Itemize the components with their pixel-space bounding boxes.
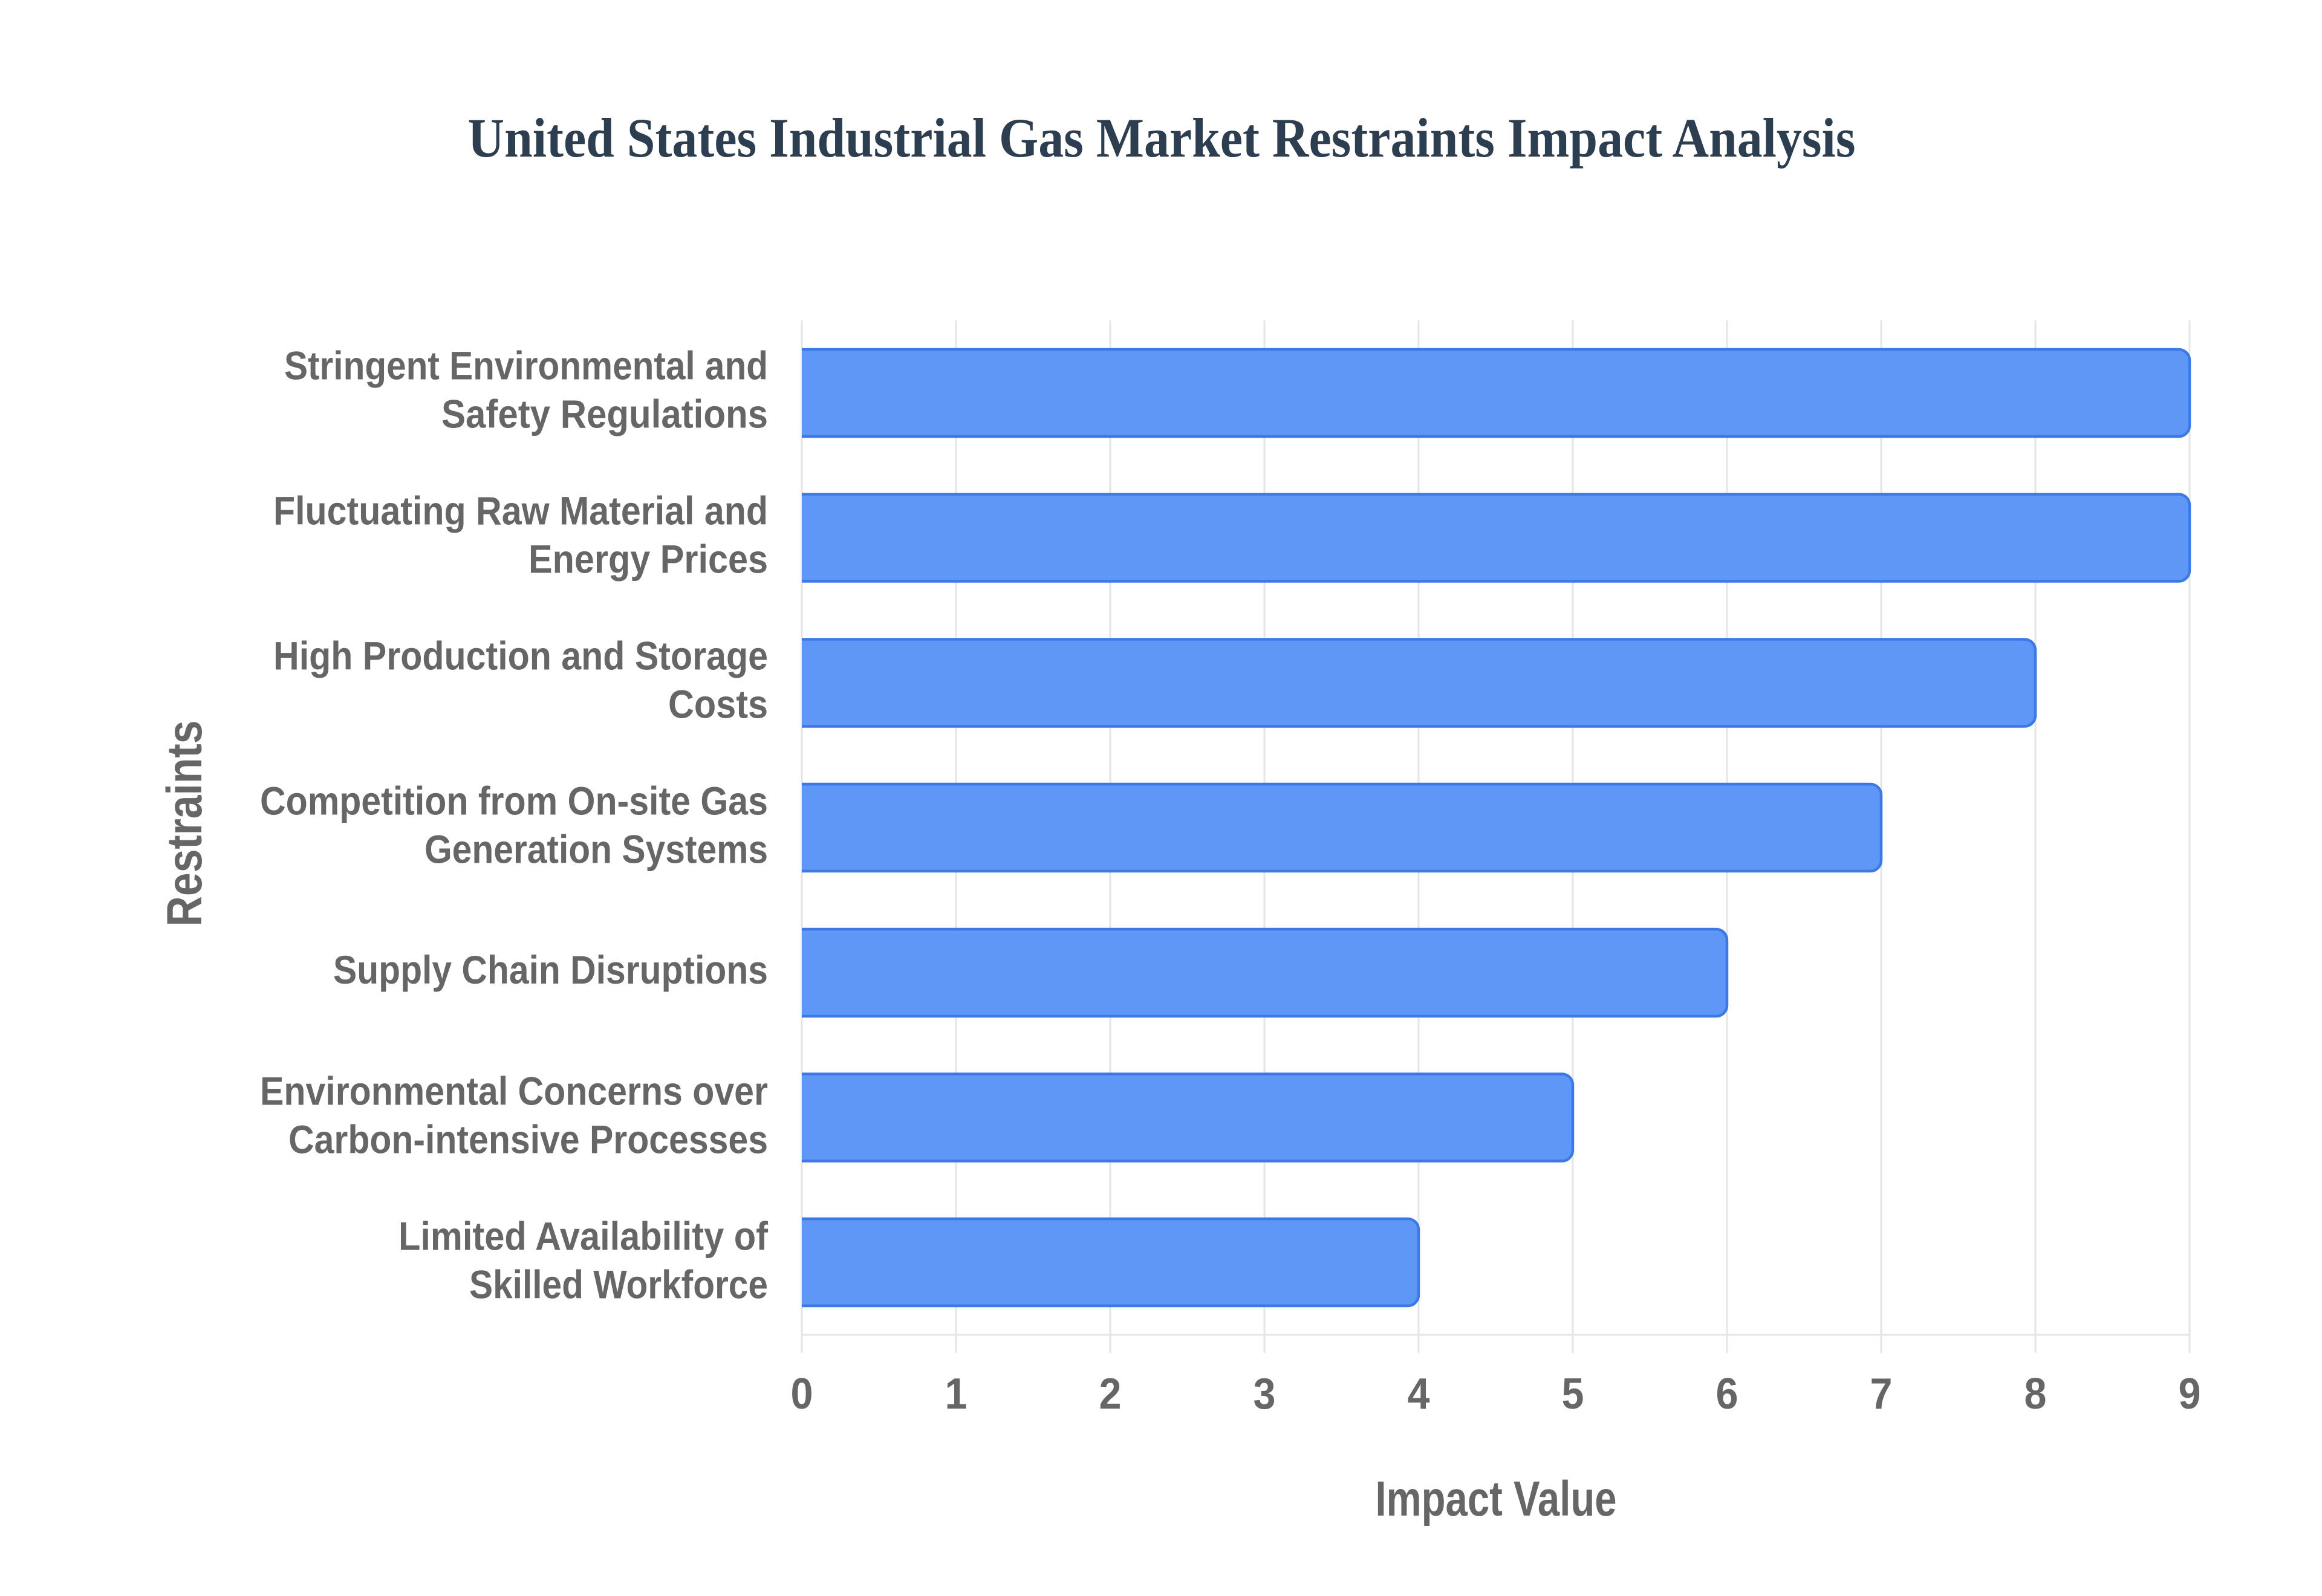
svg-text:Supply Chain Disruptions: Supply Chain Disruptions — [333, 947, 768, 992]
svg-text:United States Industrial Gas M: United States Industrial Gas Market Rest… — [468, 107, 1856, 169]
svg-text:Safety Regulations: Safety Regulations — [441, 392, 768, 436]
svg-text:7: 7 — [1870, 1370, 1893, 1418]
svg-text:8: 8 — [2024, 1370, 2047, 1418]
svg-text:1: 1 — [945, 1370, 968, 1418]
svg-text:2: 2 — [1099, 1370, 1122, 1418]
svg-text:Costs: Costs — [668, 682, 768, 727]
svg-text:Fluctuating Raw Material and: Fluctuating Raw Material and — [273, 488, 768, 533]
svg-text:6: 6 — [1716, 1370, 1738, 1418]
svg-text:High Production and Storage: High Production and Storage — [273, 634, 768, 678]
svg-text:0: 0 — [791, 1370, 813, 1418]
svg-text:5: 5 — [1562, 1370, 1584, 1418]
svg-text:Energy Prices: Energy Prices — [528, 537, 768, 582]
svg-text:3: 3 — [1254, 1370, 1276, 1418]
svg-text:Generation Systems: Generation Systems — [424, 827, 768, 872]
svg-text:Carbon-intensive Processes: Carbon-intensive Processes — [288, 1117, 768, 1162]
svg-text:Stringent Environmental and: Stringent Environmental and — [284, 343, 768, 388]
svg-text:Skilled Workforce: Skilled Workforce — [469, 1262, 768, 1307]
svg-text:Impact Value: Impact Value — [1376, 1471, 1617, 1526]
svg-text:Limited Availability of: Limited Availability of — [398, 1214, 769, 1259]
svg-text:Competition from On-site Gas: Competition from On-site Gas — [260, 779, 768, 823]
svg-text:Environmental Concerns over: Environmental Concerns over — [260, 1069, 768, 1114]
svg-text:9: 9 — [2179, 1370, 2201, 1418]
svg-text:Restraints: Restraints — [157, 721, 212, 927]
svg-text:4: 4 — [1408, 1370, 1430, 1418]
